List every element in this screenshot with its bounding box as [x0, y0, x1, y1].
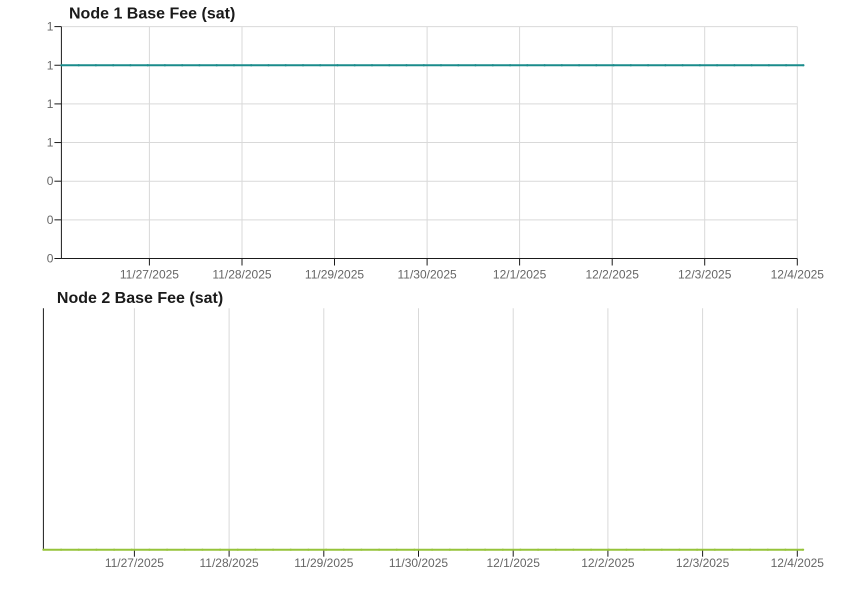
- svg-text:12/2/2025: 12/2/2025: [586, 268, 640, 282]
- svg-text:1: 1: [47, 20, 54, 34]
- svg-text:11/27/2025: 11/27/2025: [105, 556, 164, 570]
- svg-text:0: 0: [47, 252, 54, 266]
- svg-text:Node 2 Base Fee (sat): Node 2 Base Fee (sat): [57, 290, 223, 307]
- svg-text:12/4/2025: 12/4/2025: [771, 556, 825, 570]
- svg-text:1: 1: [47, 97, 54, 111]
- svg-text:0: 0: [47, 174, 54, 188]
- svg-text:12/3/2025: 12/3/2025: [678, 268, 732, 282]
- svg-text:12/1/2025: 12/1/2025: [487, 556, 541, 570]
- svg-text:12/2/2025: 12/2/2025: [581, 556, 635, 570]
- svg-text:12/1/2025: 12/1/2025: [493, 268, 547, 282]
- svg-text:11/28/2025: 11/28/2025: [200, 556, 259, 570]
- svg-text:11/29/2025: 11/29/2025: [294, 556, 353, 570]
- svg-text:11/30/2025: 11/30/2025: [398, 268, 457, 282]
- svg-text:11/28/2025: 11/28/2025: [212, 268, 271, 282]
- svg-text:Node 1 Base Fee (sat): Node 1 Base Fee (sat): [69, 6, 235, 23]
- svg-text:12/4/2025: 12/4/2025: [771, 268, 825, 282]
- svg-text:0: 0: [47, 213, 54, 227]
- svg-text:1: 1: [47, 136, 54, 150]
- svg-text:11/29/2025: 11/29/2025: [305, 268, 364, 282]
- svg-text:1: 1: [47, 58, 54, 72]
- svg-text:12/3/2025: 12/3/2025: [676, 556, 730, 570]
- svg-text:11/27/2025: 11/27/2025: [120, 268, 179, 282]
- svg-text:11/30/2025: 11/30/2025: [389, 556, 448, 570]
